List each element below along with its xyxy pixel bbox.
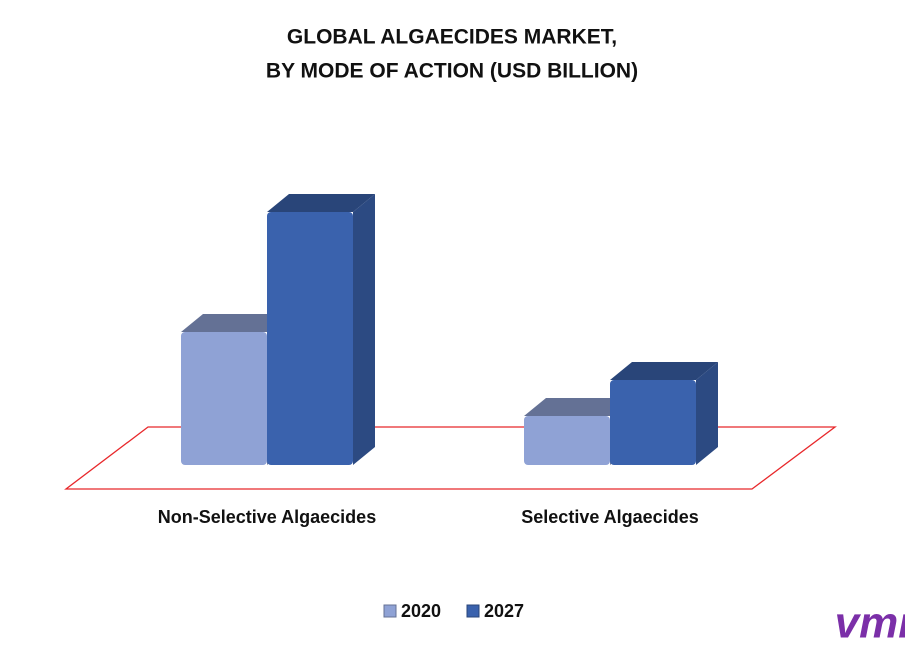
x-tick-label: Non-Selective Algaecides — [158, 507, 376, 527]
bar-top — [181, 314, 289, 332]
logo: vmr — [835, 599, 905, 647]
bar — [267, 212, 353, 465]
legend-label: 2027 — [484, 601, 524, 621]
bar — [524, 416, 610, 465]
bar — [181, 332, 267, 465]
bar — [610, 380, 696, 465]
bar-top — [524, 398, 632, 416]
bar-side — [696, 362, 718, 465]
legend-swatch — [466, 604, 480, 618]
bar-side — [353, 194, 375, 465]
legend-swatch — [383, 604, 397, 618]
bar-top — [610, 362, 718, 380]
x-tick-label: Selective Algaecides — [521, 507, 698, 527]
chart-title: BY MODE OF ACTION (USD BILLION) — [266, 60, 638, 83]
legend-label: 2020 — [401, 601, 441, 621]
bar-top — [267, 194, 375, 212]
chart-title: GLOBAL ALGAECIDES MARKET, — [287, 26, 617, 49]
